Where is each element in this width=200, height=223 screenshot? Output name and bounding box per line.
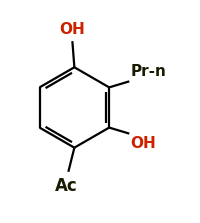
Text: OH: OH bbox=[130, 136, 155, 151]
Text: Ac: Ac bbox=[55, 177, 77, 195]
Text: OH: OH bbox=[59, 22, 85, 37]
Text: Pr-n: Pr-n bbox=[130, 64, 165, 79]
